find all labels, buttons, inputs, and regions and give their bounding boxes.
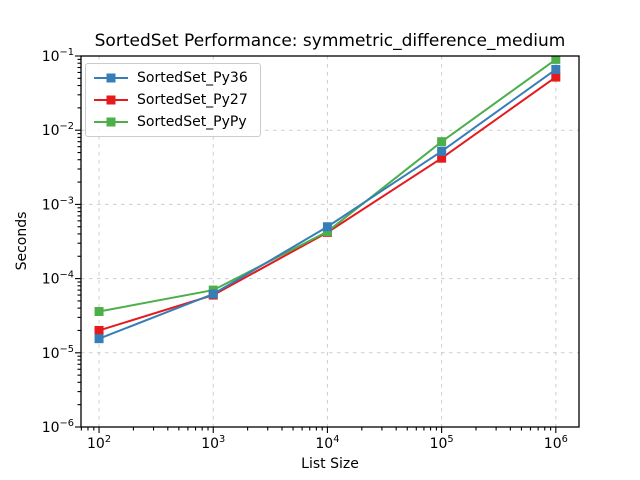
data-point-marker bbox=[94, 307, 104, 317]
data-point-marker bbox=[551, 56, 561, 64]
legend-item-SortedSet_Py36: SortedSet_Py36 bbox=[94, 67, 248, 89]
series-SortedSet_Py36 bbox=[94, 64, 561, 344]
tick-label: 10−4 bbox=[42, 270, 74, 288]
tick-label: 10−2 bbox=[42, 121, 74, 139]
plot-frame bbox=[80, 55, 580, 428]
legend-item-SortedSet_PyPy: SortedSet_PyPy bbox=[94, 111, 248, 133]
legend-item-SortedSet_Py27: SortedSet_Py27 bbox=[94, 89, 248, 111]
legend: SortedSet_Py36 SortedSet_Py27 SortedSet_Py… bbox=[85, 63, 261, 137]
tick-label: 104 bbox=[315, 434, 339, 452]
legend-marker-icon bbox=[94, 73, 128, 83]
series-group bbox=[94, 56, 561, 344]
tick-label: 10−3 bbox=[42, 195, 74, 213]
legend-label: SortedSet_PyPy bbox=[137, 114, 247, 130]
tick-label: 10−5 bbox=[42, 344, 74, 362]
data-point-marker bbox=[437, 137, 447, 147]
legend-marker-icon bbox=[94, 117, 128, 127]
data-point-marker bbox=[437, 153, 447, 163]
data-point-marker bbox=[551, 64, 561, 74]
x-axis-label: List Size bbox=[301, 456, 359, 472]
data-point-marker bbox=[551, 72, 561, 82]
legend-label: SortedSet_Py27 bbox=[137, 92, 248, 108]
data-point-marker bbox=[94, 325, 104, 335]
chart-title: SortedSet Performance: symmetric_differe… bbox=[94, 31, 566, 51]
tick-label: 105 bbox=[430, 434, 454, 452]
legend-marker-icon bbox=[94, 95, 128, 105]
tick-label: 10−1 bbox=[42, 47, 74, 65]
data-point-marker bbox=[322, 227, 332, 237]
data-point-marker bbox=[208, 289, 218, 299]
x-tick-labels: 102 103 104 105 106 bbox=[87, 434, 568, 452]
tick-label: 10−6 bbox=[42, 418, 74, 436]
legend-label: SortedSet_Py36 bbox=[137, 70, 248, 86]
y-tick-labels: 10−1 10−2 10−3 10−4 10−5 10−6 bbox=[42, 47, 74, 436]
tick-label: 103 bbox=[201, 434, 225, 452]
y-axis-label: Seconds bbox=[14, 211, 30, 271]
tick-label: 106 bbox=[544, 434, 568, 452]
tick-label: 102 bbox=[87, 434, 111, 452]
data-point-marker bbox=[94, 334, 104, 344]
data-point-marker bbox=[437, 146, 447, 156]
data-point-marker bbox=[322, 222, 332, 232]
